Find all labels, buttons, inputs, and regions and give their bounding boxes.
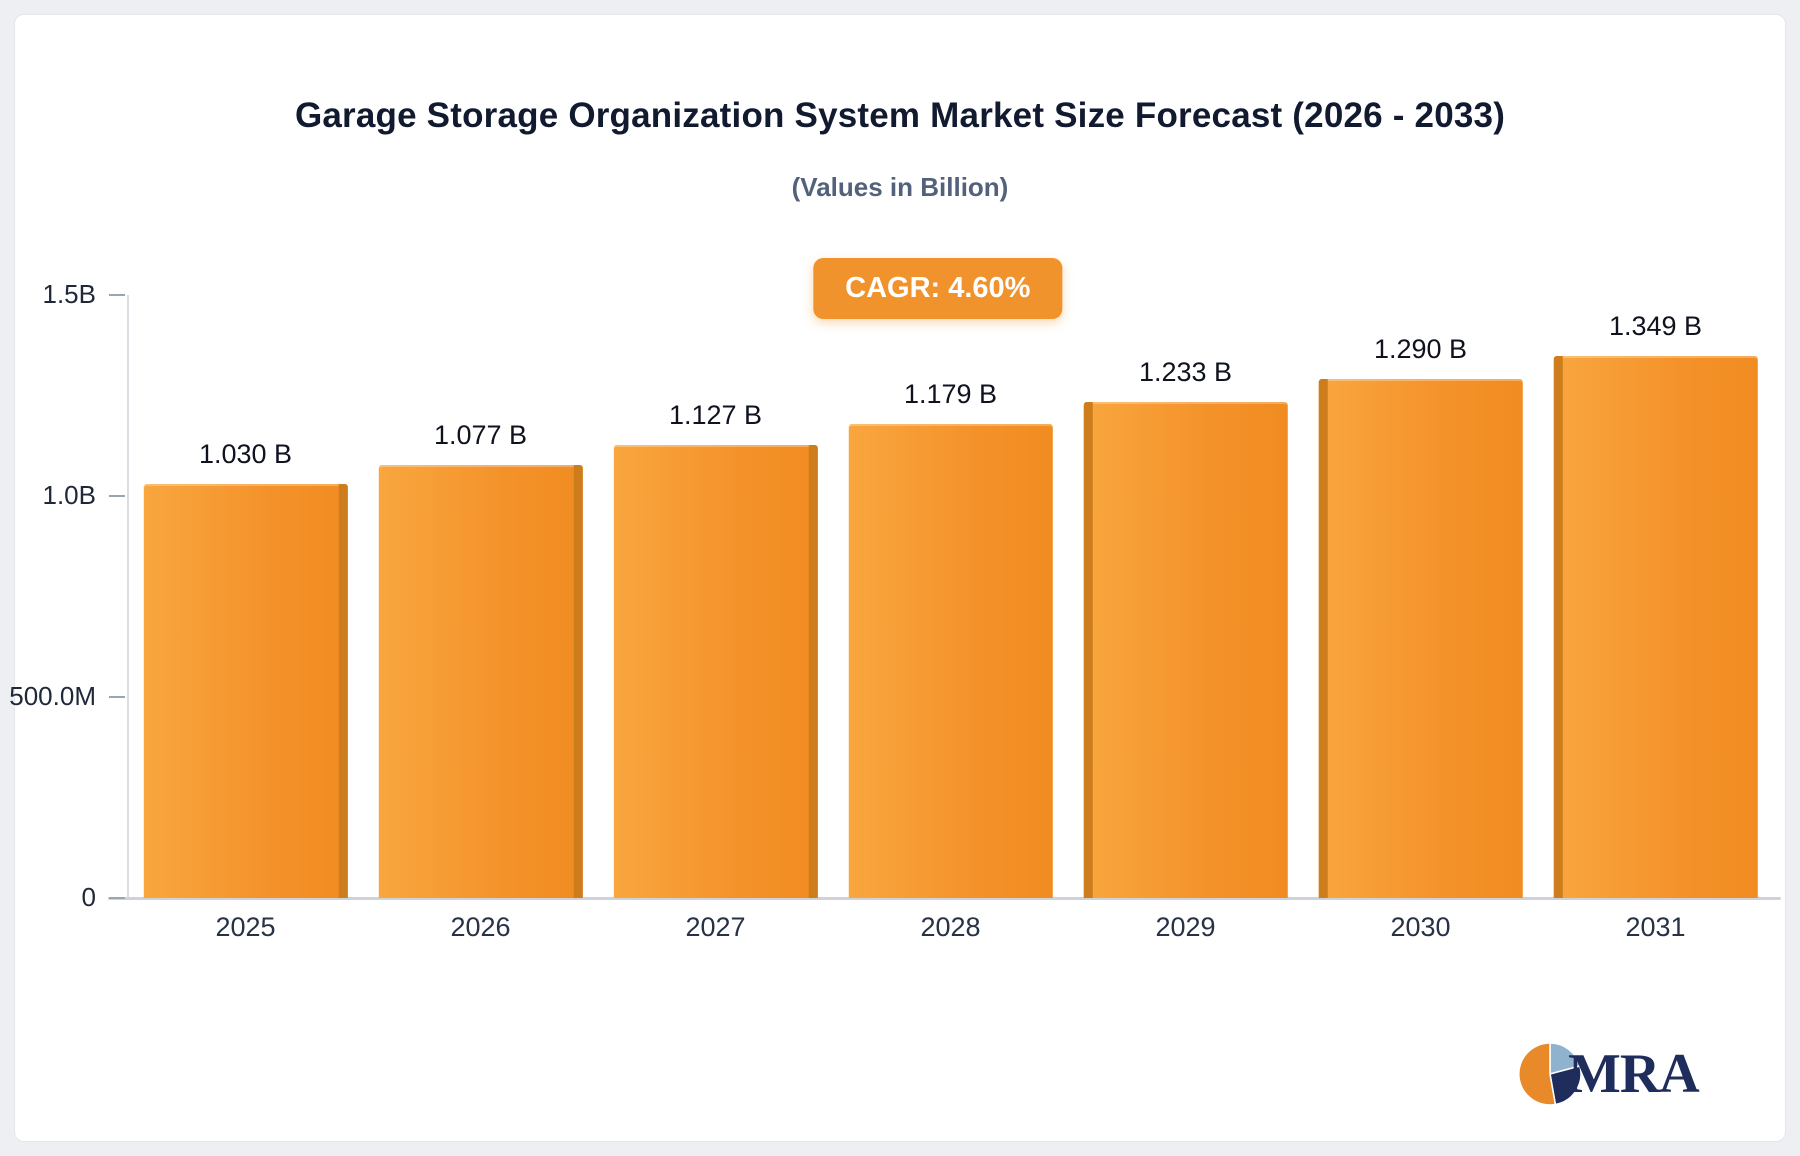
- bar-value-label: 1.290 B: [1373, 334, 1468, 365]
- cagr-badge: CAGR: 4.60%: [813, 258, 1063, 319]
- y-tick-mark: [109, 495, 125, 498]
- bar-2030: [1318, 379, 1523, 898]
- y-tick-mark: [109, 294, 125, 296]
- bar-value-label: 1.349 B: [1608, 310, 1703, 341]
- y-tick-mark: [109, 897, 125, 899]
- bar-2027: [613, 444, 819, 899]
- bar-2029: [1083, 402, 1288, 898]
- plot-area: 1.030 B 1.077 B 1.127 B 1.179 B 1.233 B 1.290…: [9, 279, 1781, 912]
- bar-2031: [1553, 355, 1758, 899]
- y-tick-label: 500.0M: [9, 681, 96, 712]
- bar-value-label: 1.179 B: [903, 379, 998, 410]
- bar-slot: 1.030 B: [128, 295, 363, 899]
- bar-2026: [378, 465, 584, 898]
- x-axis-label-2030: 2030: [1390, 912, 1451, 942]
- x-axis-label-2028: 2028: [920, 912, 981, 942]
- y-axis-line: [127, 295, 129, 898]
- x-axis: 2025 2026 2027 2028 2029 2030 2031: [128, 912, 1773, 952]
- bar-value-label: 1.127 B: [668, 399, 763, 430]
- bar-slot: 1.077 B: [363, 295, 598, 898]
- bar-slot: 1.179 B: [833, 295, 1068, 898]
- brand-logo: MRA: [1518, 1042, 1700, 1106]
- y-tick-label: 1.5B: [42, 279, 97, 309]
- x-axis-label-2029: 2029: [1155, 912, 1216, 942]
- x-axis-label-2026: 2026: [450, 912, 511, 942]
- x-axis-line: [108, 897, 1781, 900]
- y-tick-label: 0: [81, 882, 96, 912]
- x-axis-label-2025: 2025: [215, 912, 276, 942]
- y-tick-label: 1.0B: [42, 480, 97, 511]
- bar-2025: [143, 483, 349, 899]
- chart-title: Garage Storage Organization System Marke…: [294, 96, 1506, 135]
- bar-value-label: 1.030 B: [198, 438, 293, 469]
- bar-value-label: 1.077 B: [433, 420, 528, 451]
- pie-logo-icon: [1518, 1042, 1582, 1106]
- bar-slot: 1.127 B: [598, 295, 833, 899]
- chart-subtitle: (Values in Billion): [791, 172, 1009, 202]
- bar-2028: [848, 424, 1053, 898]
- y-tick-mark: [109, 696, 125, 699]
- x-axis-label-2027: 2027: [685, 912, 746, 942]
- bar-slot: 1.290 B: [1303, 295, 1538, 898]
- x-axis-label-2031: 2031: [1625, 912, 1686, 942]
- bar-slot: 1.349 B: [1538, 295, 1773, 899]
- bar-slot: 1.233 B: [1068, 295, 1303, 898]
- bar-value-label: 1.233 B: [1138, 357, 1233, 388]
- brand-logo-text: MRA: [1568, 1043, 1700, 1105]
